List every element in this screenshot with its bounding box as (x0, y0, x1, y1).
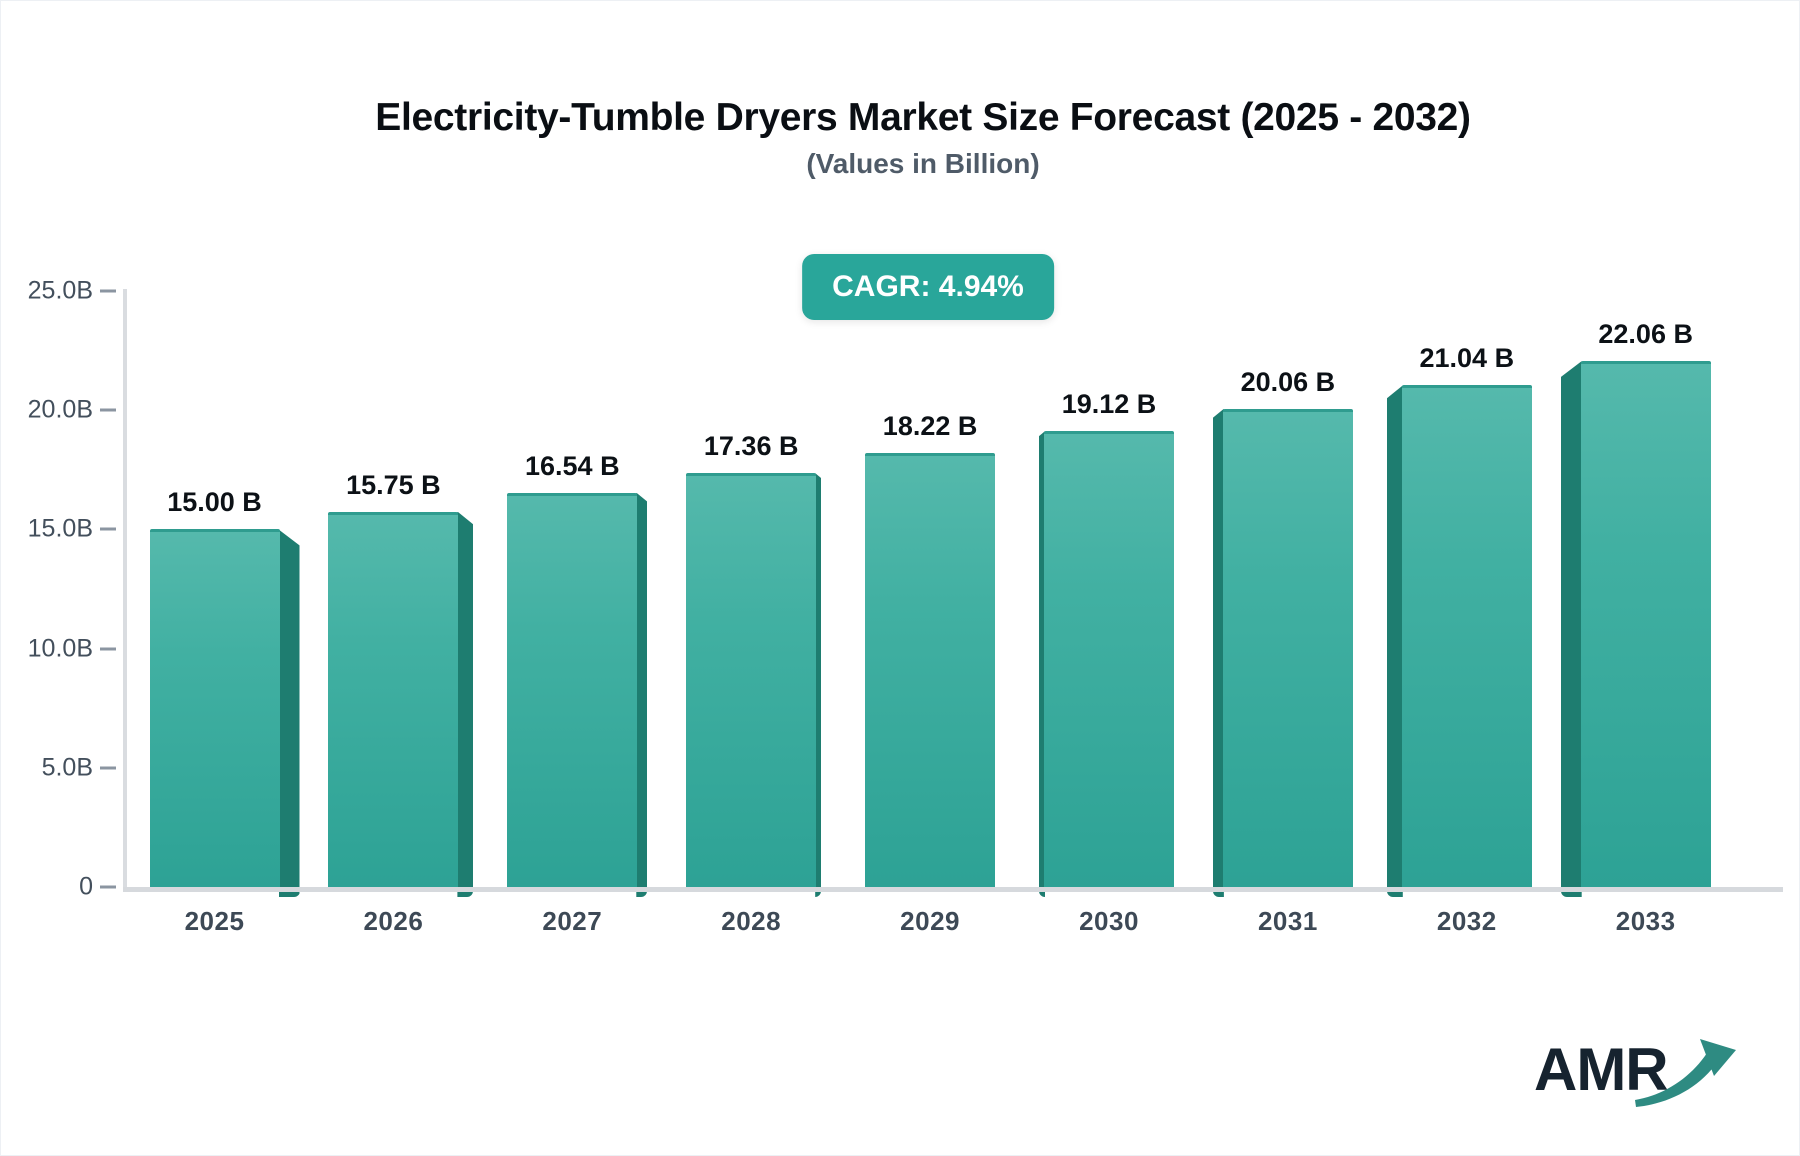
bar-3d-side-2032 (1386, 385, 1403, 897)
bar-value-label-2031: 20.06 B (1240, 366, 1336, 397)
x-axis-label-2026: 2026 (363, 906, 424, 936)
bar-2033 (1580, 361, 1711, 887)
bar-value-label-2028: 17.36 B (703, 431, 799, 462)
x-axis-label-2032: 2032 (1436, 906, 1497, 936)
x-axis-line (123, 887, 1783, 892)
bar-3d-side-2027 (636, 492, 648, 897)
bar-value-label-2029: 18.22 B (882, 410, 978, 441)
bar-value-label-2030: 19.12 B (1061, 389, 1157, 420)
bar-value-label-2027: 16.54 B (525, 450, 620, 481)
y-axis-tick-mark (100, 289, 116, 293)
bar-2027 (507, 492, 638, 887)
x-axis-label-2029: 2029 (900, 906, 961, 936)
growth-arrow-icon (1635, 1039, 1736, 1107)
cagr-badge: CAGR: 4.94% (802, 254, 1054, 320)
bar-2030 (1044, 431, 1174, 887)
bar-3d-side-2031 (1212, 408, 1224, 897)
amr-logo: AMR (1534, 1033, 1736, 1123)
bar-2031 (1222, 408, 1353, 887)
bar-2026 (328, 511, 459, 887)
bar-3d-side-2026 (457, 511, 474, 897)
bar-value-label-2032: 21.04 B (1419, 343, 1515, 374)
bar-3d-side-2033 (1560, 361, 1582, 897)
amr-logo-text: AMR (1534, 1036, 1669, 1103)
bar-2025 (149, 529, 280, 887)
x-axis-label-2030: 2030 (1079, 906, 1139, 936)
y-axis-tick-label-10: 10.0B (27, 634, 93, 663)
y-axis-tick-mark (100, 527, 116, 531)
y-axis-tick-mark (100, 766, 116, 770)
y-axis-tick-mark (100, 885, 116, 889)
bar-3d-side-2025 (278, 529, 300, 897)
bar-value-label-2026: 15.75 B (346, 469, 441, 500)
x-axis-label-2031: 2031 (1257, 906, 1318, 936)
bar-2032 (1401, 385, 1532, 887)
y-axis-tick-label-15: 15.0B (27, 514, 93, 543)
bar-3d-side-2030 (1039, 431, 1045, 897)
y-axis-tick-label-5: 5.0B (41, 753, 93, 782)
x-axis-label-2027: 2027 (542, 906, 603, 936)
x-axis-label-2028: 2028 (721, 906, 782, 936)
y-axis-tick-mark (100, 408, 116, 412)
x-axis-label-2033: 2033 (1615, 906, 1676, 936)
bar-3d-side-2028 (815, 473, 822, 897)
y-axis-tick-mark (100, 647, 116, 651)
y-axis-tick-label-0: 0 (79, 872, 93, 901)
chart-title: Electricity-Tumble Dryers Market Size Fo… (375, 96, 1471, 139)
bar-2028 (686, 473, 817, 887)
y-axis-tick-label-20: 20.0B (27, 395, 93, 424)
y-axis-line (123, 289, 127, 891)
bar-value-label-2025: 15.00 B (167, 487, 262, 518)
y-axis-tick-label-25: 25.0B (27, 276, 93, 305)
bar-value-label-2033: 22.06 B (1598, 319, 1693, 350)
bar-2029 (865, 452, 996, 887)
x-axis-label-2025: 2025 (184, 906, 245, 936)
chart-subtitle: (Values in Billion) (806, 148, 1040, 179)
